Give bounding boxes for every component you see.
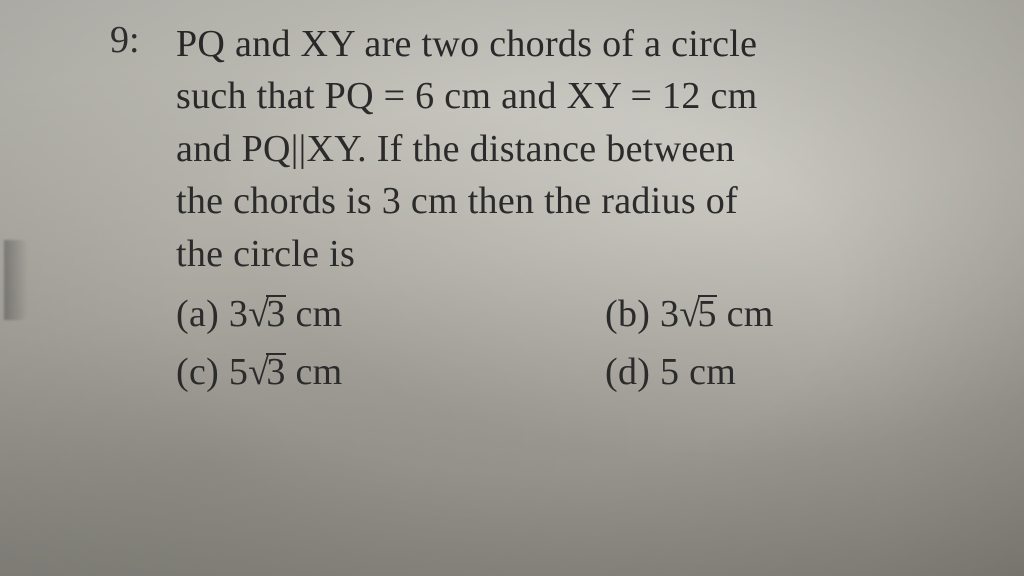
q-line-2: such that PQ = 6 cm and XY = 12 cm [176,75,757,117]
option-c-coef: 5 [229,351,248,393]
option-b: (b) 3√5 cm [605,292,994,336]
option-c: (c) 5√3 cm [176,350,565,394]
option-a: (a) 3√3 cm [176,292,565,336]
option-a-coef: 3 [229,293,248,335]
option-b-unit: cm [717,293,774,335]
q-line-5: the circle is [176,233,355,275]
option-d-label: (d) [605,351,650,393]
option-c-unit: cm [286,351,343,393]
question-text: PQ and XY are two chords of a circle suc… [176,18,757,280]
q-line-3: and PQ||XY. If the distance between [176,128,735,170]
option-b-coef: 3 [660,293,679,335]
option-c-sqrt: √3 [248,350,285,394]
question-number: 9: [110,18,158,64]
option-a-sqrt: √3 [248,292,285,336]
option-b-label: (b) [605,293,650,335]
left-edge-shadow [4,240,28,320]
q-line-1: PQ and XY are two chords of a circle [176,23,757,65]
option-d-plain: 5 cm [650,351,736,393]
q-line-4: the chords is 3 cm then the radius of [176,180,738,222]
option-c-radicand: 3 [266,353,285,389]
option-a-label: (a) [176,293,219,335]
option-a-radicand: 3 [266,295,285,331]
option-a-unit: cm [286,293,343,335]
option-d: (d) 5 cm [605,350,994,394]
question-block: 9: PQ and XY are two chords of a circle … [110,18,994,394]
option-b-radicand: 5 [698,295,717,331]
option-c-label: (c) [176,351,219,393]
question-header-line: 9: PQ and XY are two chords of a circle … [110,18,994,280]
option-b-sqrt: √5 [679,292,716,336]
options-grid: (a) 3√3 cm (b) 3√5 cm (c) 5√3 cm (d) 5 c… [176,292,994,394]
